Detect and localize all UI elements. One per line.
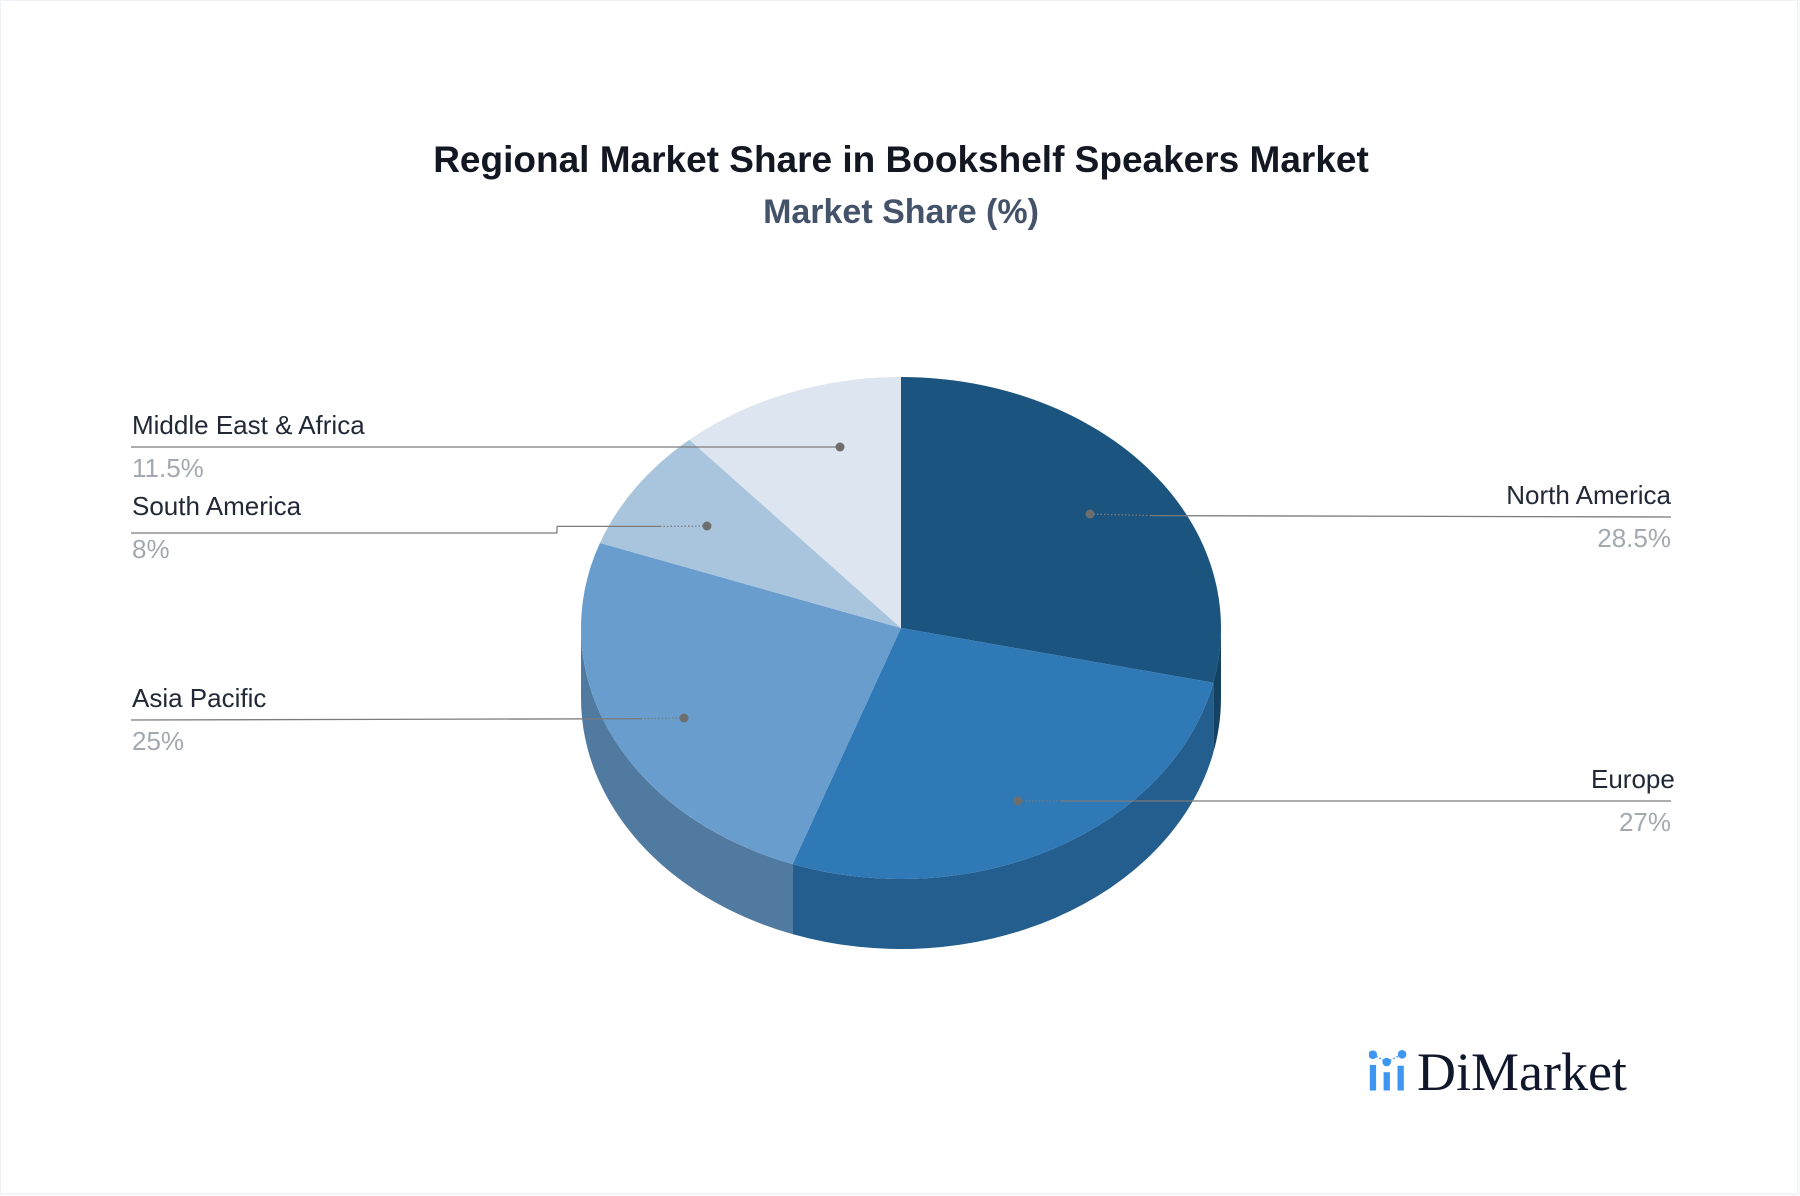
svg-text:DiMarket: DiMarket: [1417, 1049, 1627, 1097]
